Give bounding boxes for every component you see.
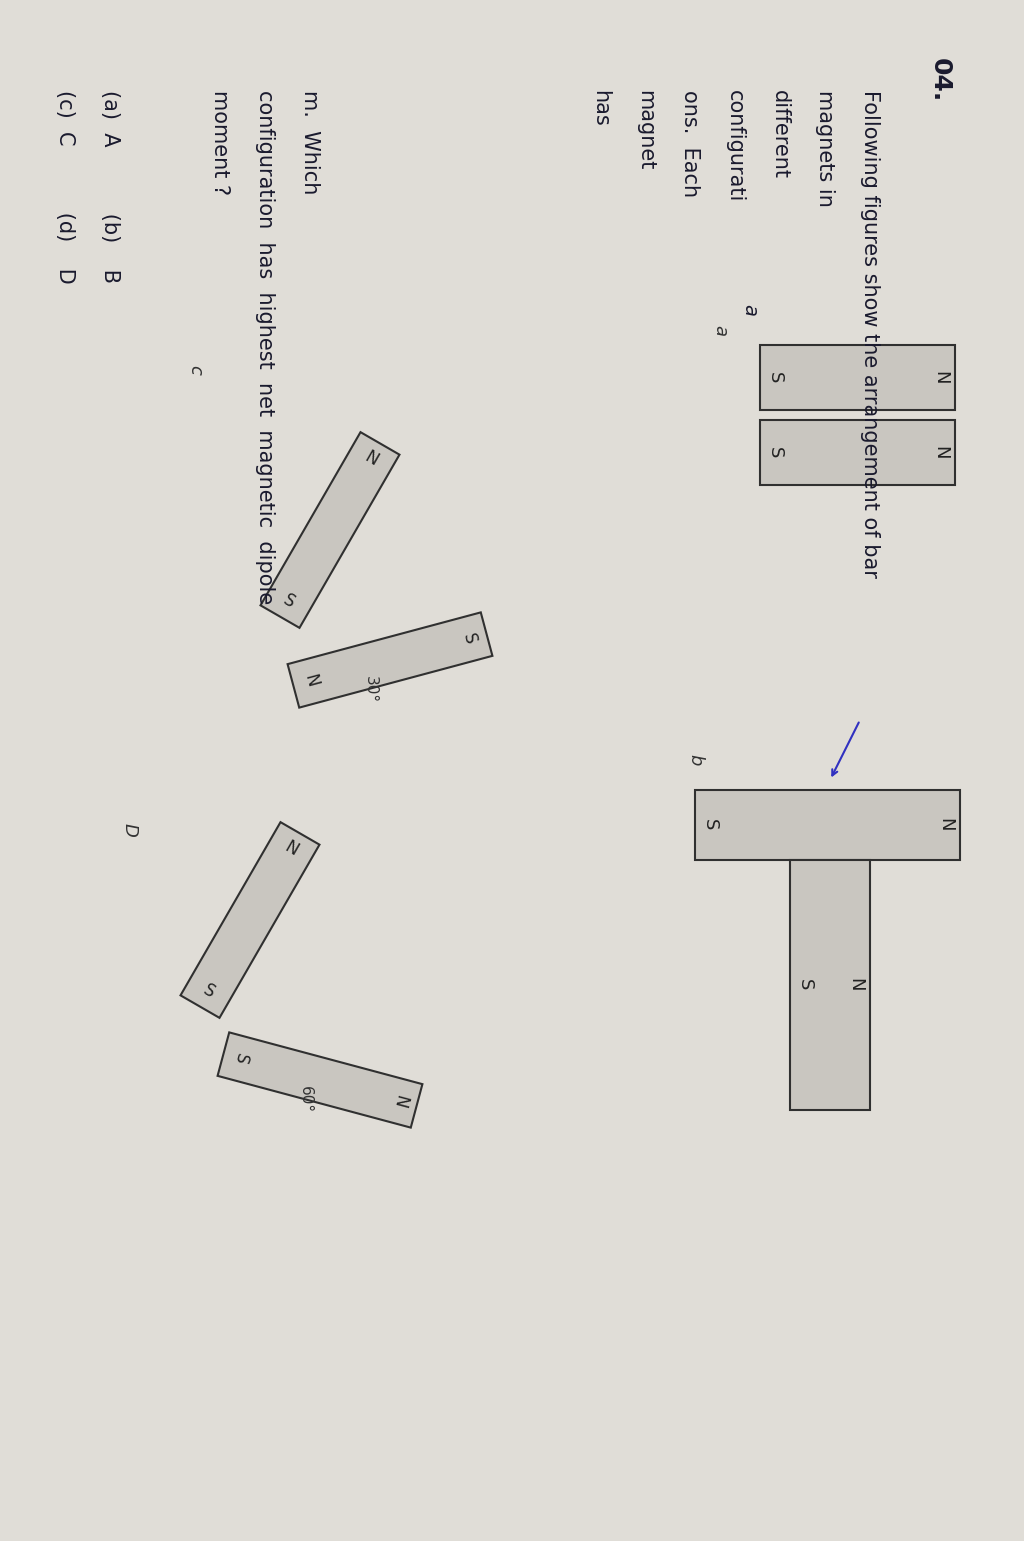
Text: has: has <box>590 89 610 126</box>
Text: 04.: 04. <box>928 59 952 102</box>
Text: ons.  Each: ons. Each <box>680 89 700 197</box>
Polygon shape <box>288 612 493 707</box>
Text: (c)  C          (d)    D: (c) C (d) D <box>55 89 75 284</box>
Text: 30°: 30° <box>362 676 378 704</box>
Text: moment ?: moment ? <box>210 89 230 196</box>
FancyBboxPatch shape <box>790 860 870 1110</box>
Text: 60°: 60° <box>298 1086 312 1114</box>
Text: N: N <box>931 445 949 459</box>
FancyBboxPatch shape <box>760 345 955 410</box>
Text: S: S <box>701 820 719 831</box>
Polygon shape <box>180 823 319 1019</box>
Text: D: D <box>121 823 139 837</box>
Text: N: N <box>300 673 322 689</box>
Text: S: S <box>766 371 784 384</box>
Text: N: N <box>389 1093 410 1110</box>
Text: m.  Which: m. Which <box>300 89 319 194</box>
Text: (a)  A          (b)    B: (a) A (b) B <box>100 89 120 284</box>
Text: N: N <box>846 979 864 992</box>
Text: Following figures show the arrangement of bar: Following figures show the arrangement o… <box>860 89 880 578</box>
Text: N: N <box>931 371 949 384</box>
Text: b: b <box>686 754 705 766</box>
FancyBboxPatch shape <box>760 421 955 485</box>
FancyArrowPatch shape <box>833 723 859 775</box>
FancyBboxPatch shape <box>695 791 961 860</box>
Text: N: N <box>361 448 381 470</box>
Text: S: S <box>230 1051 251 1066</box>
Text: S: S <box>459 632 479 646</box>
Text: S: S <box>280 590 298 612</box>
Text: N: N <box>936 818 954 832</box>
Text: configurati: configurati <box>725 89 745 202</box>
Polygon shape <box>217 1032 423 1128</box>
Text: S: S <box>766 447 784 458</box>
Text: a: a <box>740 304 760 316</box>
Text: different: different <box>770 89 790 179</box>
Text: S: S <box>796 980 814 991</box>
Polygon shape <box>260 431 399 627</box>
Text: N: N <box>281 838 301 860</box>
Text: magnet: magnet <box>635 89 655 171</box>
Text: magnets in: magnets in <box>815 89 835 206</box>
Text: configuration  has  highest  net  magnetic  dipole: configuration has highest net magnetic d… <box>255 89 275 604</box>
Text: c: c <box>186 365 204 374</box>
Text: S: S <box>200 980 218 1002</box>
Text: a: a <box>711 325 729 336</box>
